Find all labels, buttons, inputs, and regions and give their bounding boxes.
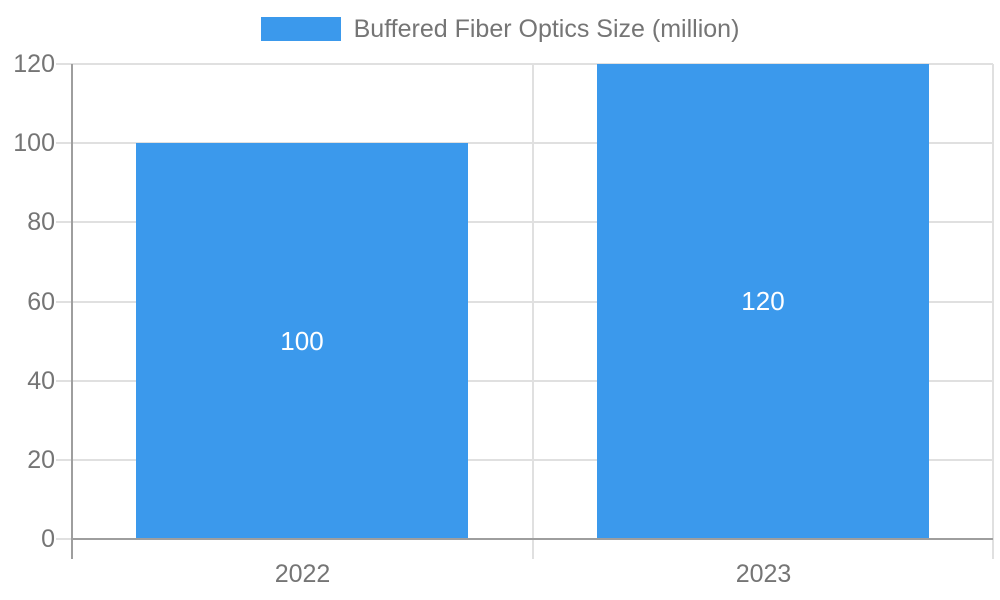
y-tick-label: 80 — [27, 208, 55, 236]
bar-value-label: 100 — [280, 326, 324, 356]
y-tick-label: 20 — [27, 446, 55, 474]
gridline-horizontal — [56, 380, 993, 382]
y-axis-line — [71, 64, 73, 559]
y-tick-label: 60 — [27, 288, 55, 316]
gridline-horizontal — [56, 221, 993, 223]
bar-2022[interactable] — [136, 143, 468, 538]
plot-right-border — [992, 64, 994, 559]
x-tick-label: 2023 — [735, 560, 792, 588]
y-tick-label: 120 — [13, 50, 55, 78]
gridline-vertical — [532, 64, 534, 559]
y-tick-label: 40 — [27, 367, 55, 395]
bar-value-label: 120 — [741, 286, 785, 316]
x-tick-label: 2022 — [274, 560, 331, 588]
y-tick-label: 100 — [13, 129, 55, 157]
gridline-horizontal — [56, 459, 993, 461]
legend-item[interactable]: Buffered Fiber Optics Size (million) — [0, 15, 1000, 43]
x-axis-tick — [56, 538, 72, 540]
x-axis-line — [71, 538, 993, 540]
gridline-horizontal — [56, 63, 993, 65]
gridline-horizontal — [56, 301, 993, 303]
y-tick-label: 0 — [41, 525, 55, 553]
gridline-horizontal — [56, 142, 993, 144]
legend-label: Buffered Fiber Optics Size (million) — [353, 15, 740, 43]
legend-swatch — [260, 17, 341, 41]
bar-2023[interactable] — [597, 64, 929, 538]
